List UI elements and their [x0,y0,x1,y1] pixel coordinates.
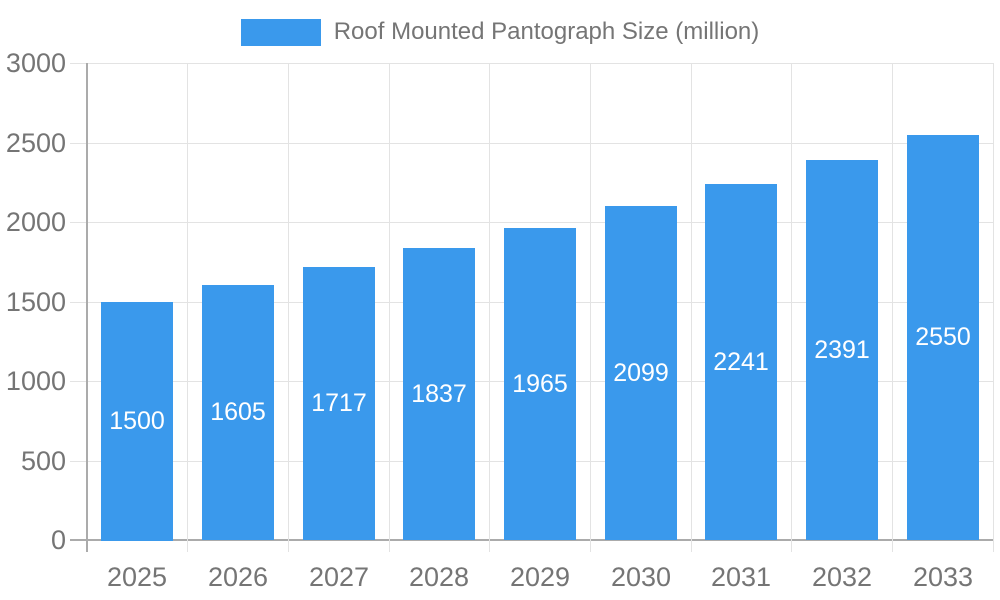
bar [907,135,979,540]
y-tick-label: 0 [50,525,66,555]
bar-value-label: 2550 [915,323,971,351]
x-baseline [70,539,993,541]
x-tick-label: 2029 [509,562,571,592]
bar-value-label: 2241 [713,348,769,376]
y-axis-line [86,63,88,552]
y-tick-label: 2000 [5,207,66,237]
x-gridline [489,63,490,552]
x-gridline [288,63,289,552]
bar-value-label: 1605 [210,398,266,426]
x-tick-label: 2031 [710,562,772,592]
x-gridline [993,63,994,552]
x-gridline [791,63,792,552]
y-gridline [70,143,993,144]
bar-value-label: 2391 [814,336,870,364]
legend-label: Roof Mounted Pantograph Size (million) [333,18,760,45]
y-tick-label: 1000 [5,366,66,396]
bar-value-label: 2099 [613,359,669,387]
bar [303,267,375,540]
x-gridline [187,63,188,552]
y-gridline [70,222,993,223]
y-tick-label: 500 [20,446,66,476]
bar [202,285,274,540]
y-gridline [70,63,993,64]
x-tick-label: 2028 [408,562,470,592]
x-gridline [590,63,591,552]
legend-swatch [240,18,321,46]
bar-value-label: 1837 [411,380,467,408]
x-gridline [691,63,692,552]
bar [705,184,777,540]
bar [101,302,173,541]
x-tick-label: 2025 [106,562,168,592]
bar-value-label: 1717 [311,389,367,417]
bar [806,160,878,540]
x-tick-label: 2027 [308,562,370,592]
bar [504,228,576,540]
x-gridline [892,63,893,552]
bar-value-label: 1965 [512,370,568,398]
y-tick-label: 2500 [5,128,66,158]
bar [403,248,475,540]
x-tick-label: 2030 [610,562,672,592]
bar-value-label: 1500 [109,407,165,435]
x-tick-label: 2026 [207,562,269,592]
x-tick-label: 2032 [811,562,873,592]
x-tick-label: 2033 [912,562,974,592]
bar [605,206,677,540]
y-tick-label: 1500 [5,287,66,317]
legend: Roof Mounted Pantograph Size (million) [0,18,1000,46]
y-tick-label: 3000 [5,48,66,78]
x-gridline [389,63,390,552]
